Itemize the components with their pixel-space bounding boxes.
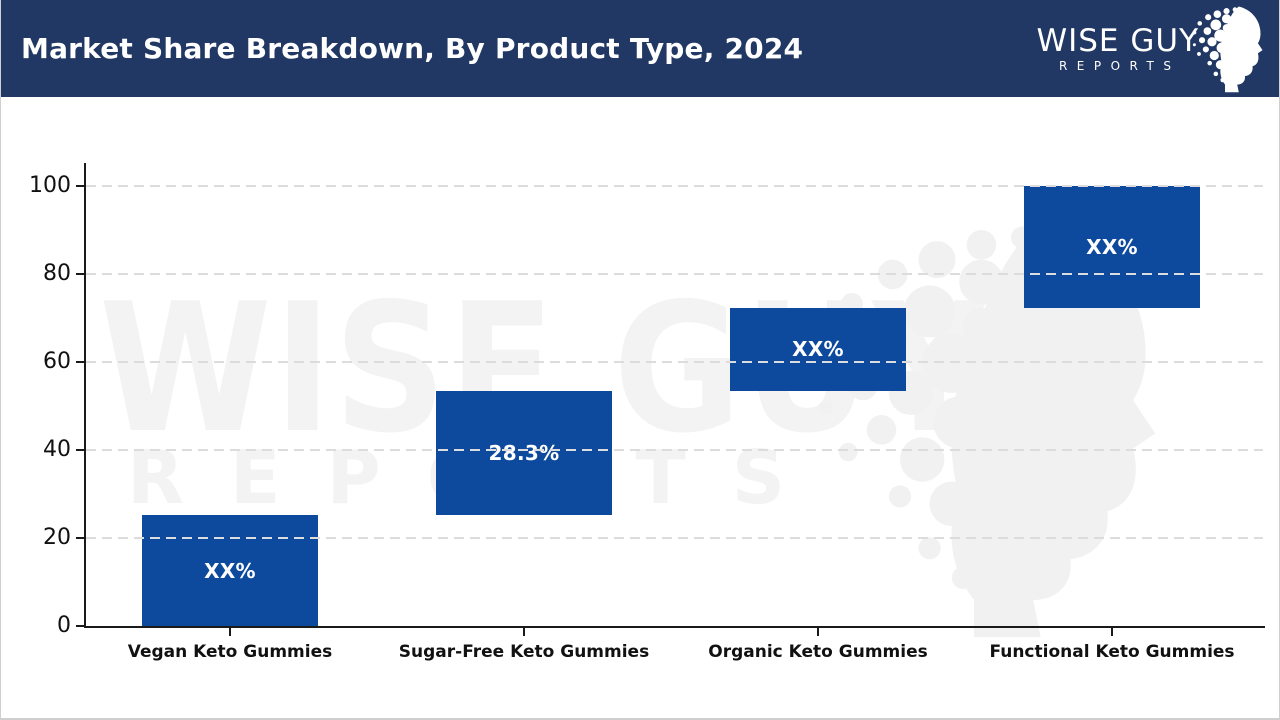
x-axis-line — [84, 626, 1265, 628]
y-tick-label-0: 0 — [57, 613, 71, 638]
bar-organic-keto-gummies: XX% — [730, 307, 906, 391]
y-tick-mark-60 — [76, 361, 84, 363]
y-tick-mark-40 — [76, 449, 84, 451]
gridline-40 — [86, 449, 1263, 451]
gridline-60 — [86, 361, 1263, 363]
chart-area: WISE GUY REPORTS XX%28.3%XX%XX% 02040608… — [1, 97, 1280, 717]
gridline-100 — [86, 185, 1263, 187]
y-tick-mark-80 — [76, 273, 84, 275]
logo-wordmark: WISE GUY — [1036, 22, 1199, 59]
x-tick-label-sugar-free-keto-gummies: Sugar-Free Keto Gummies — [398, 642, 650, 662]
y-tick-mark-20 — [76, 537, 84, 539]
logo-text: WISE GUY REPORTS — [1036, 25, 1199, 74]
bar-value-label: XX% — [204, 558, 256, 583]
x-tick-label-functional-keto-gummies: Functional Keto Gummies — [989, 642, 1235, 662]
y-tick-label-40: 40 — [43, 437, 71, 462]
bar-sugar-free-keto-gummies: 28.3% — [436, 390, 612, 516]
y-tick-mark-0 — [76, 625, 84, 627]
gridline-80 — [86, 273, 1263, 275]
y-tick-label-100: 100 — [29, 173, 71, 198]
wise-guy-logo: WISE GUY REPORTS — [1036, 4, 1265, 94]
x-tick-mark-vegan-keto-gummies — [229, 628, 231, 636]
x-tick-mark-organic-keto-gummies — [817, 628, 819, 636]
header: Market Share Breakdown, By Product Type,… — [1, 0, 1279, 97]
x-tick-label-organic-keto-gummies: Organic Keto Gummies — [708, 642, 928, 662]
gridline-20 — [86, 537, 1263, 539]
x-tick-mark-functional-keto-gummies — [1111, 628, 1113, 636]
chart-title: Market Share Breakdown, By Product Type,… — [21, 32, 804, 65]
bar-vegan-keto-gummies: XX% — [142, 515, 318, 626]
logo-subtitle: REPORTS — [1058, 59, 1181, 74]
bar-value-label: 28.3% — [488, 440, 560, 465]
x-tick-mark-sugar-free-keto-gummies — [523, 628, 525, 636]
watermark-face-icon — [816, 222, 1156, 638]
bar-value-label: XX% — [1086, 234, 1138, 259]
y-tick-label-20: 20 — [43, 525, 71, 550]
y-tick-label-80: 80 — [43, 261, 71, 286]
y-tick-label-60: 60 — [43, 349, 71, 374]
logo-face-icon — [1192, 6, 1263, 93]
bar-value-label: XX% — [792, 337, 844, 362]
x-tick-label-vegan-keto-gummies: Vegan Keto Gummies — [127, 642, 333, 662]
y-axis-line — [84, 163, 86, 626]
y-tick-mark-100 — [76, 185, 84, 187]
bar-functional-keto-gummies: XX% — [1024, 186, 1200, 308]
